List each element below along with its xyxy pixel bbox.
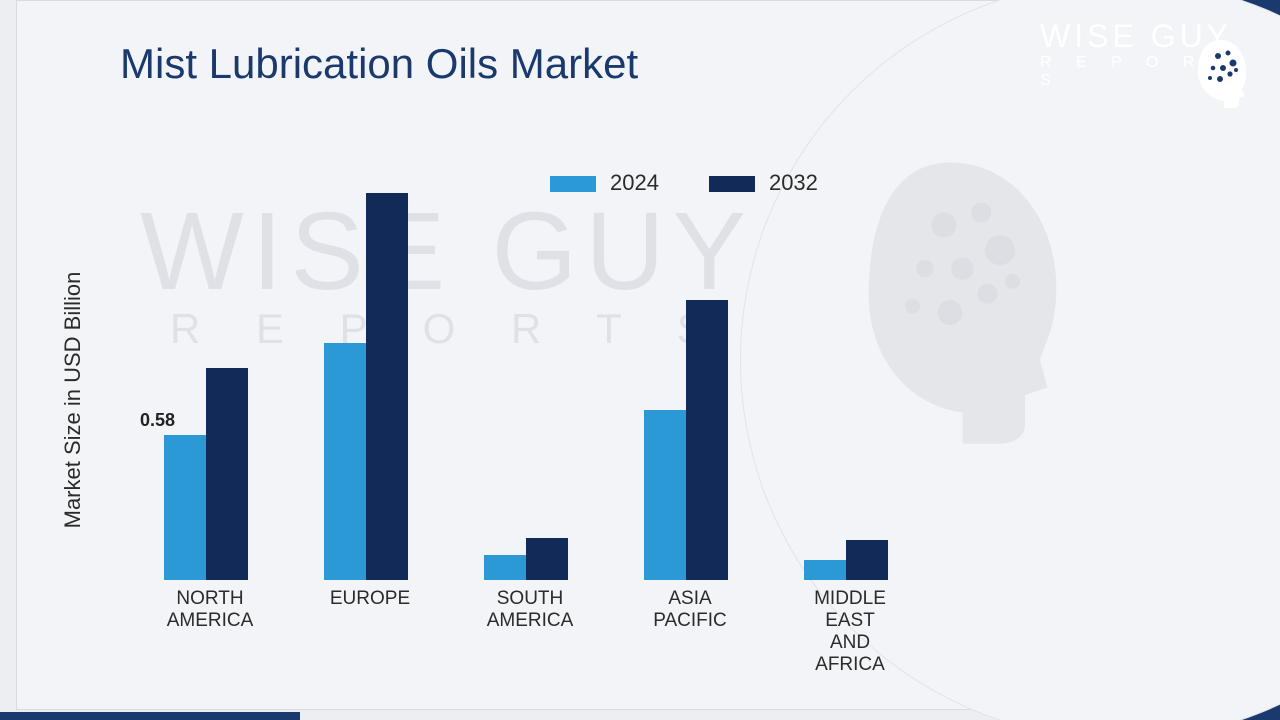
bar-group (310, 180, 430, 580)
bar-series-a (804, 560, 846, 580)
category-label: ASIAPACIFIC (620, 588, 760, 632)
logo-head-icon (1190, 38, 1250, 108)
bar-group (630, 180, 750, 580)
bar-series-a (644, 410, 686, 580)
bar-series-b (846, 540, 888, 580)
page-title: Mist Lubrication Oils Market (120, 40, 638, 88)
category-label: SOUTHAMERICA (460, 588, 600, 632)
bar-series-a (164, 435, 206, 580)
bar-series-b (206, 368, 248, 581)
bar-series-b (526, 538, 568, 581)
bar-series-b (366, 193, 408, 581)
chart-area: Market Size in USD Billion 0.58 NORTHAME… (60, 150, 960, 690)
category-label: EUROPE (300, 588, 440, 610)
plot-area: 0.58 (150, 180, 940, 580)
bar-group: 0.58 (150, 180, 270, 580)
category-label: MIDDLEEASTANDAFRICA (780, 588, 920, 675)
brand-logo: WISE GUY R E P O R T S (1040, 20, 1260, 90)
stage: WISE GUY R E P O R T S Mist Lubrication … (0, 0, 1280, 720)
bar-value-label: 0.58 (140, 410, 175, 431)
bottom-accent-bar (0, 712, 300, 720)
y-axis-label: Market Size in USD Billion (60, 272, 86, 529)
bar-series-a (324, 343, 366, 581)
bar-series-b (686, 300, 728, 580)
bar-group (470, 180, 590, 580)
category-label: NORTHAMERICA (140, 588, 280, 632)
bar-series-a (484, 555, 526, 580)
bar-group (790, 180, 910, 580)
